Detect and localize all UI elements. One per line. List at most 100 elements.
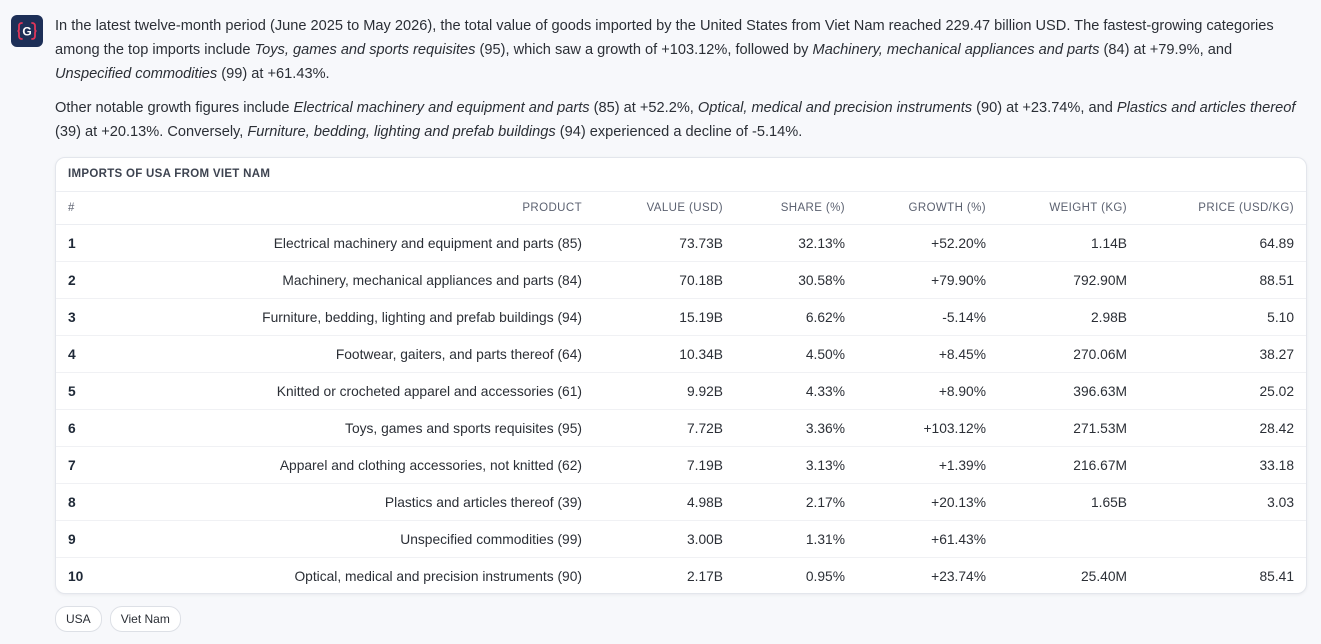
message-paragraph-2: Other notable growth figures include Ele…: [55, 96, 1305, 144]
price-cell: 3.03: [1139, 483, 1306, 521]
assistant-avatar: G: [11, 15, 43, 47]
price-cell: 88.51: [1139, 261, 1306, 299]
share-cell: 6.62%: [735, 298, 857, 336]
share-cell: 4.50%: [735, 335, 857, 373]
product-mention: Machinery, mechanical appliances and par…: [812, 42, 1100, 58]
text-span: (94) experienced a decline of -5.14%.: [555, 124, 803, 140]
product-mention: Unspecified commodities: [55, 66, 218, 82]
table-row[interactable]: 1 Electrical machinery and equipment and …: [56, 224, 1306, 262]
weight-cell: 271.53M: [998, 409, 1139, 447]
weight-cell: 1.14B: [998, 224, 1139, 262]
tag-chip[interactable]: Viet Nam: [109, 606, 181, 632]
message-text: In the latest twelve-month period (June …: [55, 14, 1305, 144]
column-header-rank[interactable]: #: [56, 192, 116, 225]
column-header-product[interactable]: PRODUCT: [116, 192, 594, 225]
product-cell: Knitted or crocheted apparel and accesso…: [116, 372, 594, 410]
growth-cell: +61.43%: [857, 520, 998, 558]
price-cell: 28.42: [1139, 409, 1306, 447]
product-cell: Footwear, gaiters, and parts thereof (64…: [116, 335, 594, 373]
growth-cell: +8.45%: [857, 335, 998, 373]
growth-cell: +20.13%: [857, 483, 998, 521]
product-cell: Furniture, bedding, lighting and prefab …: [116, 298, 594, 336]
product-mention: Toys, games and sports requisites: [254, 42, 476, 58]
table-row[interactable]: 5 Knitted or crocheted apparel and access…: [56, 372, 1306, 410]
text-span: (85) at +52.2%,: [589, 100, 698, 116]
product-mention: Plastics and articles thereof: [1116, 100, 1296, 116]
tag-chips: USA Viet Nam: [55, 606, 181, 632]
weight-cell: 1.65B: [998, 483, 1139, 521]
product-cell: Apparel and clothing accessories, not kn…: [116, 446, 594, 484]
table-title: IMPORTS OF USA FROM VIET NAM: [56, 158, 1306, 192]
share-cell: 0.95%: [805, 568, 845, 584]
table-row[interactable]: 10 Optical, medical and precision instrum…: [56, 558, 1306, 594]
column-header-price[interactable]: PRICE (USD/KG): [1139, 192, 1306, 225]
rank-cell: 9: [56, 520, 116, 558]
imports-table-card: IMPORTS OF USA FROM VIET NAM # PRODUCT V…: [55, 157, 1307, 594]
share-cell: 1.31%: [735, 520, 857, 558]
table-row[interactable]: 8 Plastics and articles thereof (39) 4.98B…: [56, 483, 1306, 521]
value-cell: 70.18B: [594, 261, 735, 299]
share-cell: 32.13%: [735, 224, 857, 262]
table-row[interactable]: 2 Machinery, mechanical appliances and pa…: [56, 261, 1306, 299]
value-cell: 4.98B: [594, 483, 735, 521]
value-cell: 9.92B: [594, 372, 735, 410]
table-row[interactable]: 3 Furniture, bedding, lighting and prefab…: [56, 298, 1306, 336]
rank-cell: 4: [56, 335, 116, 373]
product-cell: Electrical machinery and equipment and p…: [116, 224, 594, 262]
table-header-row: # PRODUCT VALUE (USD) SHARE (%) GROWTH (…: [56, 192, 1306, 225]
growth-cell: +103.12%: [857, 409, 998, 447]
avatar-letter: G: [22, 25, 31, 39]
price-cell: 85.41: [1259, 568, 1294, 584]
weight-cell: 792.90M: [998, 261, 1139, 299]
value-cell: 7.72B: [594, 409, 735, 447]
rank-cell: 1: [56, 224, 116, 262]
price-cell: 25.02: [1139, 372, 1306, 410]
weight-cell: [998, 520, 1139, 558]
price-cell: 5.10: [1139, 298, 1306, 336]
table-row[interactable]: 4 Footwear, gaiters, and parts thereof (6…: [56, 335, 1306, 373]
g-brand-logo-icon: G: [17, 22, 37, 40]
text-span: (95), which saw a growth of +103.12%, fo…: [475, 42, 813, 58]
value-cell: 7.19B: [594, 446, 735, 484]
product-mention: Electrical machinery and equipment and p…: [293, 100, 590, 116]
rank-cell: 5: [56, 372, 116, 410]
rank-cell: 6: [56, 409, 116, 447]
tag-chip[interactable]: USA: [55, 606, 102, 632]
price-cell: 38.27: [1139, 335, 1306, 373]
product-mention: Optical, medical and precision instrumen…: [697, 100, 973, 116]
weight-cell: 2.98B: [998, 298, 1139, 336]
text-span: (99) at +61.43%.: [217, 66, 330, 82]
share-cell: 30.58%: [735, 261, 857, 299]
rank-cell: 8: [56, 483, 116, 521]
table-row[interactable]: 6 Toys, games and sports requisites (95) 7…: [56, 409, 1306, 447]
weight-cell: 216.67M: [998, 446, 1139, 484]
rank-cell: 7: [56, 446, 116, 484]
text-span: (90) at +23.74%, and: [972, 100, 1117, 116]
value-cell: 3.00B: [594, 520, 735, 558]
weight-cell: 270.06M: [998, 335, 1139, 373]
imports-table: # PRODUCT VALUE (USD) SHARE (%) GROWTH (…: [56, 192, 1306, 594]
growth-cell: +1.39%: [857, 446, 998, 484]
rank-cell: 3: [56, 298, 116, 336]
value-cell: 15.19B: [594, 298, 735, 336]
growth-cell: +52.20%: [857, 224, 998, 262]
weight-cell: 25.40M: [1080, 568, 1127, 584]
product-cell: Optical, medical and precision instrumen…: [294, 568, 582, 584]
column-header-weight[interactable]: WEIGHT (KG): [998, 192, 1139, 225]
table-row[interactable]: 7 Apparel and clothing accessories, not k…: [56, 446, 1306, 484]
share-cell: 4.33%: [735, 372, 857, 410]
column-header-value[interactable]: VALUE (USD): [594, 192, 735, 225]
text-span: In the latest twelve-month period (June …: [55, 18, 1274, 58]
text-span: Other notable growth figures include: [55, 100, 294, 116]
column-header-share[interactable]: SHARE (%): [735, 192, 857, 225]
product-cell: Toys, games and sports requisites (95): [116, 409, 594, 447]
rank-cell: 10: [68, 568, 84, 584]
value-cell: 73.73B: [594, 224, 735, 262]
column-header-growth[interactable]: GROWTH (%): [857, 192, 998, 225]
value-cell: 10.34B: [594, 335, 735, 373]
share-cell: 3.36%: [735, 409, 857, 447]
text-span: (39) at +20.13%. Conversely,: [55, 124, 248, 140]
product-cell: Unspecified commodities (99): [116, 520, 594, 558]
table-row[interactable]: 9 Unspecified commodities (99) 3.00B 1.31% +…: [56, 520, 1306, 558]
